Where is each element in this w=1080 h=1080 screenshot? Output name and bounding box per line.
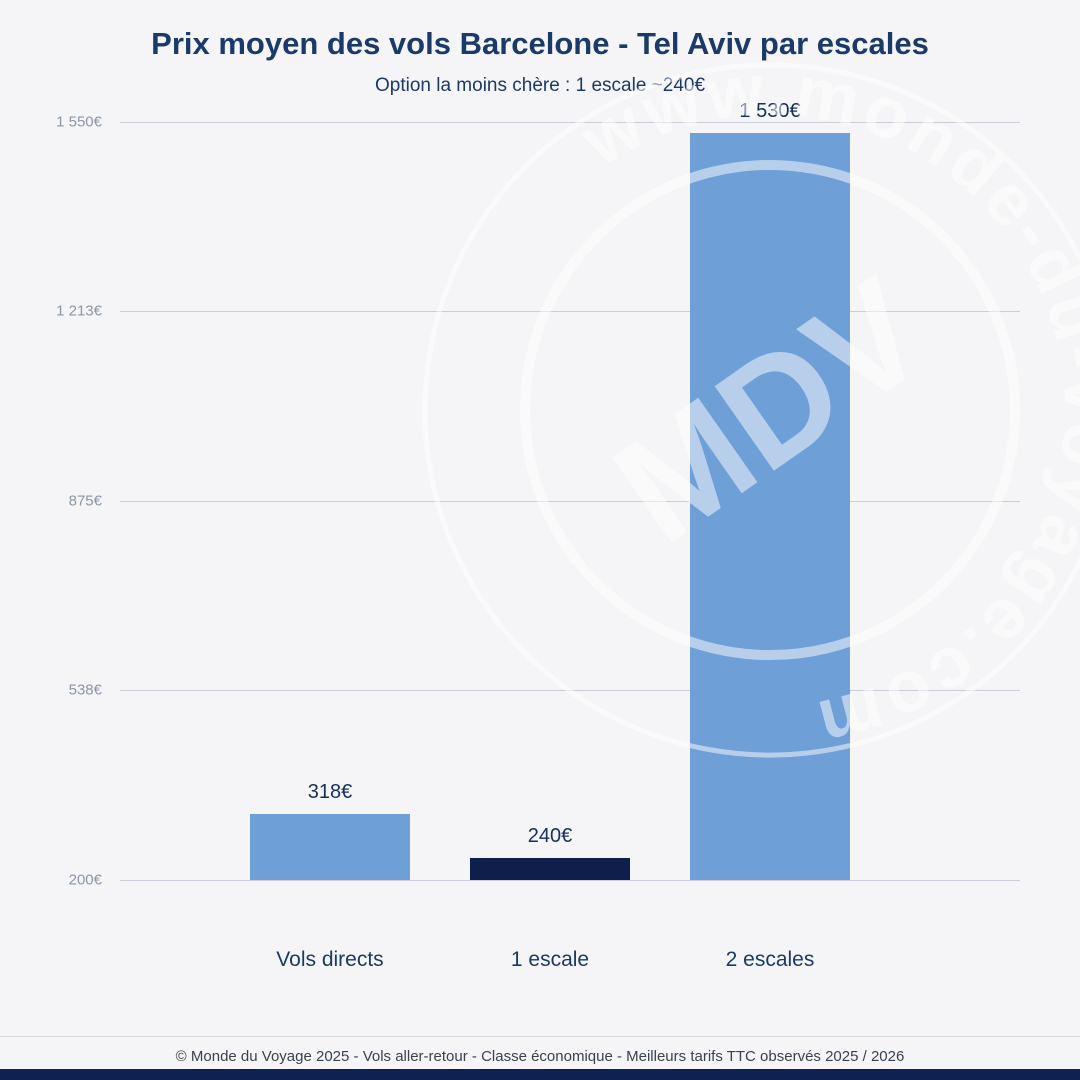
x-axis: Vols directs 1 escale 2 escales [120,948,1020,982]
gridline [120,501,1020,502]
chart-subtitle: Option la moins chère : 1 escale ~240€ [374,75,706,96]
x-tick-label-vols-directs: Vols directs [276,948,384,971]
gridline [120,880,1020,881]
y-tick-label: 875€ [68,492,102,510]
value-label-2-escales: 1 530€ [739,100,801,123]
y-tick-label: 538€ [68,681,102,699]
gridline [120,122,1020,123]
footer-text: © Monde du Voyage 2025 - Vols aller-reto… [175,1048,905,1065]
gridline [120,311,1020,313]
y-tick-label: 200€ [68,871,102,889]
x-tick-label-1-escale: 1 escale [510,948,590,971]
bar-1-escale [470,857,630,880]
y-axis: 200€ 538€ 875€ 1 213€ 1 550€ [0,114,108,889]
y-tick-label: 1 550€ [56,113,102,131]
gridline [120,690,1020,692]
bar-2-escales [690,133,850,880]
bottom-bar [0,1069,1080,1080]
footer-separator [0,1036,1080,1037]
bar-vols-directs [250,813,410,880]
chart-title: Prix moyen des vols Barcelone - Tel Aviv… [151,26,929,61]
y-tick-label: 1 213€ [56,302,102,320]
plot-area: 318€ 240€ 1 530€ [120,100,1020,881]
value-label-vols-directs: 318€ [307,780,353,803]
x-tick-label-2-escales: 2 escales [725,948,815,971]
value-label-1-escale: 240€ [527,824,573,847]
